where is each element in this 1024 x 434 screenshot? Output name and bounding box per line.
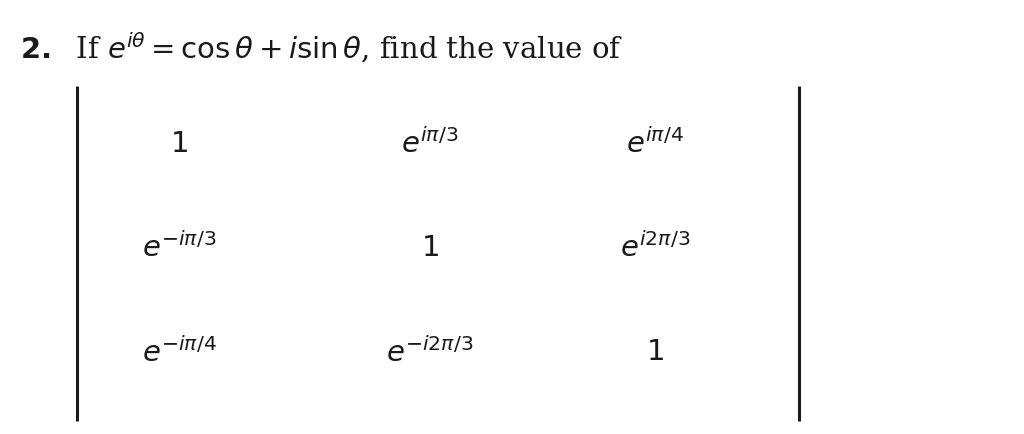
Text: $e^{i2\pi/3}$: $e^{i2\pi/3}$ — [621, 232, 690, 263]
Text: $1$: $1$ — [170, 129, 188, 157]
Text: $e^{-i\pi/4}$: $e^{-i\pi/4}$ — [141, 336, 217, 367]
Text: $e^{-i2\pi/3}$: $e^{-i2\pi/3}$ — [386, 336, 474, 367]
Text: $1$: $1$ — [421, 233, 439, 261]
Text: $e^{i\pi/4}$: $e^{i\pi/4}$ — [627, 128, 684, 158]
Text: $\mathbf{2.}$  If $e^{i\theta} = \cos\theta + i\sin\theta$, find the value of: $\mathbf{2.}$ If $e^{i\theta} = \cos\the… — [20, 30, 624, 65]
Text: $1$: $1$ — [646, 338, 665, 365]
Text: $e^{i\pi/3}$: $e^{i\pi/3}$ — [401, 128, 459, 158]
Text: $e^{-i\pi/3}$: $e^{-i\pi/3}$ — [142, 232, 216, 263]
